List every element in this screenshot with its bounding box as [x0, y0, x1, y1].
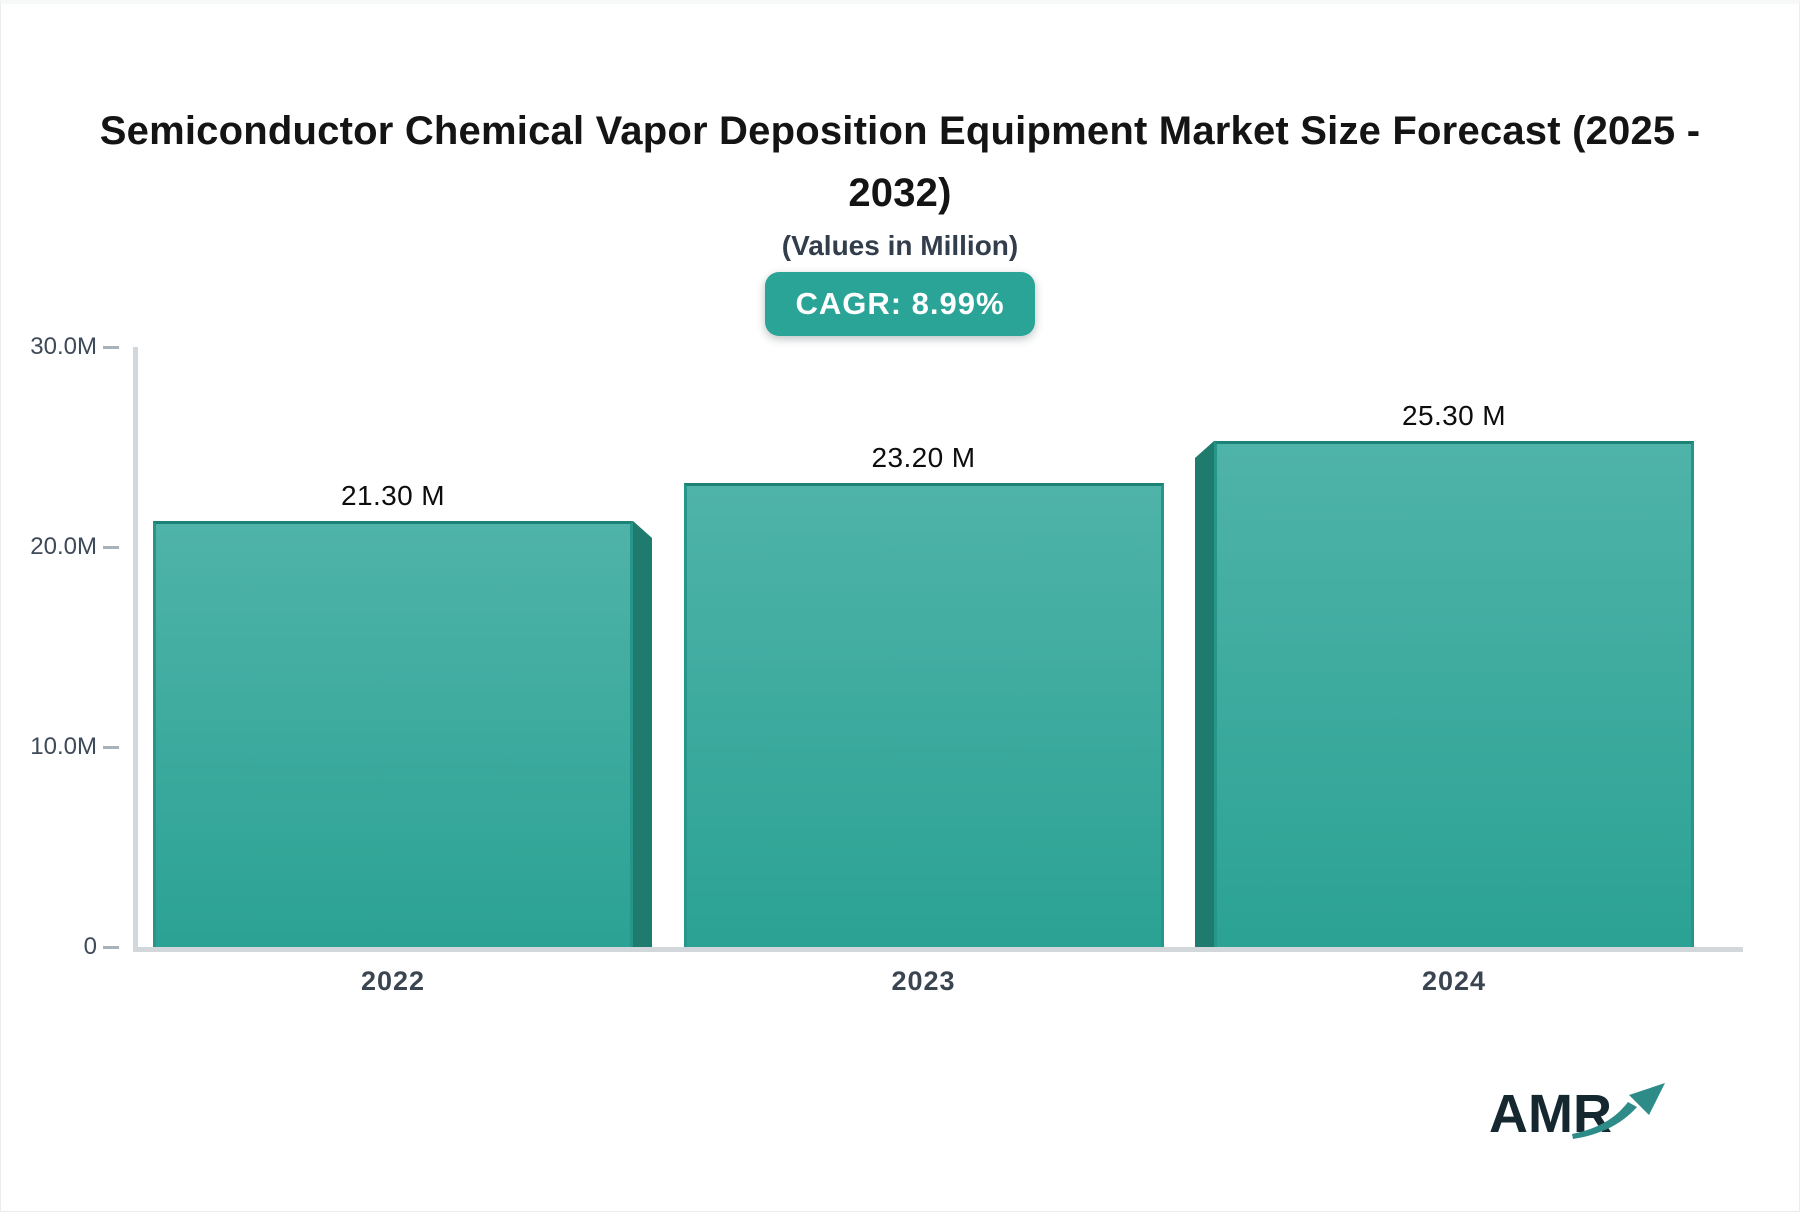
x-axis-label-2023: 2023	[891, 966, 956, 996]
chart-header: Semiconductor Chemical Vapor Deposition …	[1, 100, 1799, 336]
bar-side-shadow-2024	[1195, 441, 1214, 947]
chart-subtitle: (Values in Million)	[781, 230, 1019, 261]
y-axis-tick	[103, 546, 119, 549]
y-axis-tick	[103, 746, 119, 749]
bar-2023[interactable]	[683, 483, 1164, 947]
amr-logo: AMR	[1489, 1083, 1665, 1149]
y-axis-tick-label: 30.0M	[30, 333, 97, 360]
y-axis-tick-label: 10.0M	[30, 733, 97, 760]
y-axis-tick	[103, 946, 119, 949]
bar-chart-plot-area: 30.0M 20.0M 10.0M 0 21.30 M 2022 23.20 M 2023 25…	[1, 4, 1799, 1211]
y-axis-tick-label: 20.0M	[30, 533, 97, 560]
x-axis-label-2022: 2022	[360, 966, 426, 996]
y-axis-tick	[103, 346, 119, 349]
bar-value-label: 21.30 M	[341, 480, 445, 511]
bar-2022[interactable]	[153, 521, 633, 947]
bar-value-label: 25.30 M	[1402, 400, 1506, 431]
growth-arrow-icon	[1572, 1083, 1665, 1139]
chart-title-line-1: Semiconductor Chemical Vapor Deposition …	[99, 109, 1701, 153]
bar-side-shadow-2022	[633, 521, 652, 947]
bar-2024[interactable]	[1214, 441, 1694, 947]
chart-title-line-2: 2032)	[848, 171, 952, 215]
y-axis-tick-label: 0	[83, 933, 97, 960]
y-axis-line	[133, 347, 138, 952]
x-axis-line	[133, 947, 1743, 952]
x-axis-label-2024: 2024	[1421, 966, 1487, 996]
cagr-badge: CAGR: 8.99%	[765, 272, 1035, 336]
bar-value-label: 23.20 M	[871, 442, 976, 473]
